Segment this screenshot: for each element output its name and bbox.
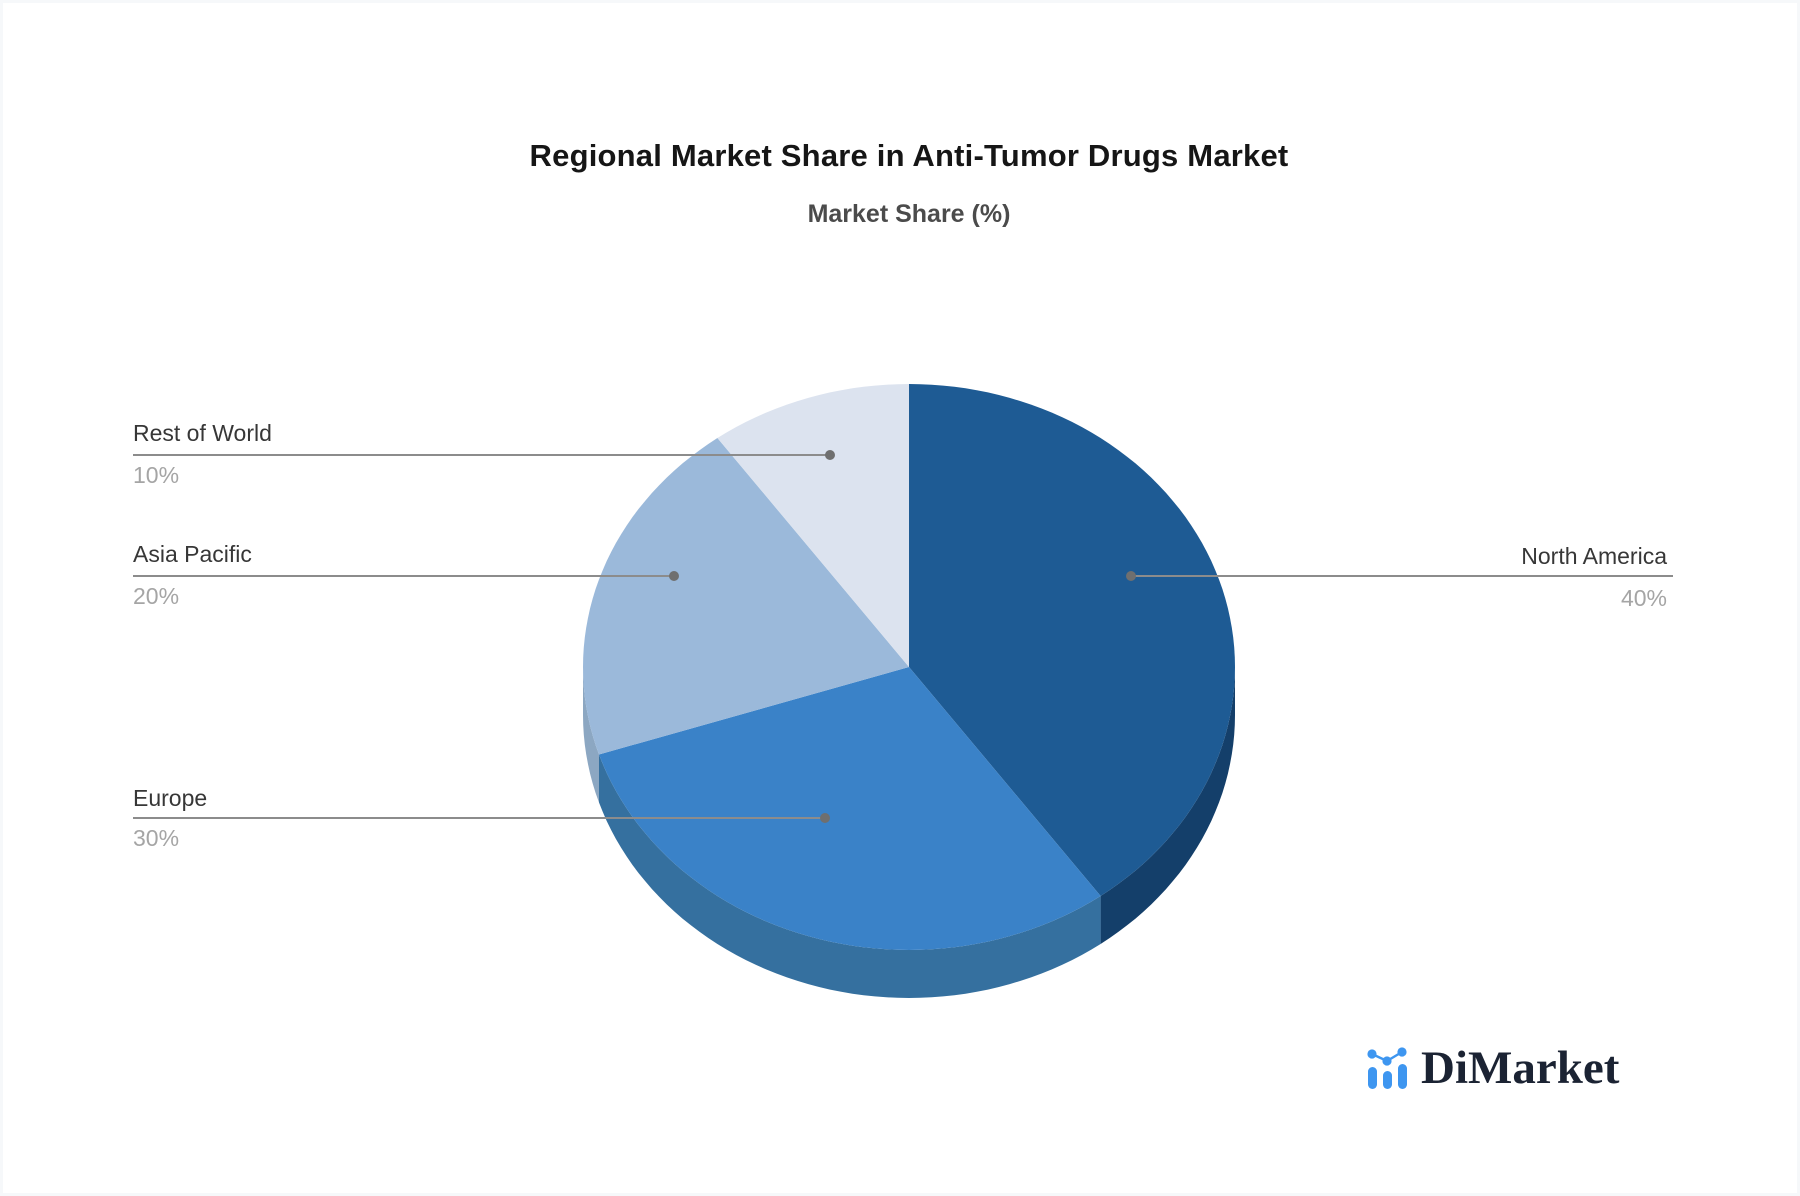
- chart-subtitle: Market Share (%): [807, 200, 1011, 228]
- leader-dot-rest-of-world: [825, 450, 835, 460]
- leader-dot-north-america: [1126, 571, 1136, 581]
- chart-title: Regional Market Share in Anti-Tumor Drug…: [529, 138, 1289, 173]
- pie-slice-side-north-america: [1100, 667, 1235, 944]
- dimarket-logo[interactable]: DiMarket: [1365, 1043, 1619, 1093]
- logo-text: DiMarket: [1421, 1041, 1620, 1094]
- leader-line-rest-of-world: [133, 454, 830, 456]
- leader-dot-asia-pacific: [669, 571, 679, 581]
- pie-slice-side-asia-pacific: [583, 667, 599, 803]
- callout-value-rest-of-world: 10%: [133, 462, 180, 488]
- callout-label-rest-of-world: Rest of World: [133, 420, 272, 446]
- leader-line-north-america: [1131, 575, 1673, 577]
- leader-line-asia-pacific: [133, 575, 674, 577]
- pie-chart: [583, 384, 1235, 998]
- callout-value-asia-pacific: 20%: [133, 583, 180, 609]
- callout-value-europe: 30%: [133, 825, 180, 851]
- callout-label-europe: Europe: [133, 785, 208, 811]
- bar-line-chart-icon: [1367, 1047, 1407, 1089]
- callout-label-north-america: North America: [1521, 543, 1667, 569]
- pie-slice-europe[interactable]: [599, 667, 1101, 950]
- pie-slice-asia-pacific[interactable]: [583, 438, 909, 755]
- pie-slice-side-europe: [599, 754, 1101, 998]
- callout-value-north-america: 40%: [1620, 585, 1667, 611]
- leader-dot-europe: [820, 813, 830, 823]
- leader-line-europe: [133, 817, 825, 819]
- pie-slice-north-america[interactable]: [909, 384, 1235, 896]
- callout-label-asia-pacific: Asia Pacific: [133, 541, 252, 567]
